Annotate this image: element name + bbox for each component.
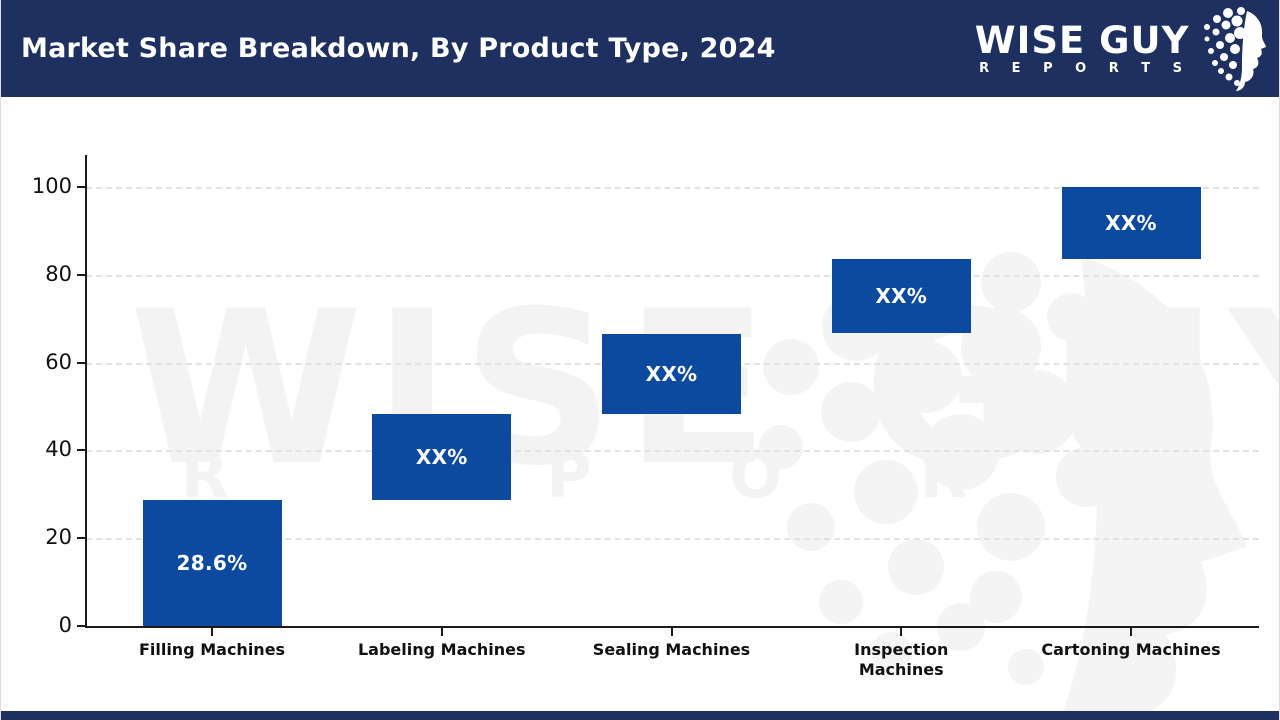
bar-value-label: XX% (415, 445, 468, 470)
footer-bar (1, 711, 1279, 720)
y-tick-60 (77, 361, 86, 364)
y-tick-label-0: 0 (58, 613, 72, 637)
x-tick-label-4: Cartoning Machines (1041, 640, 1221, 659)
gridline-20 (86, 538, 1259, 541)
bar-cartoning-machines: XX% (1061, 187, 1201, 259)
gridline-40 (86, 450, 1259, 453)
x-tick-label-1: Labeling Machines (357, 640, 526, 659)
x-tick-label-0: Filling Machines (138, 640, 286, 659)
bar-sealing-machines: XX% (602, 333, 741, 414)
y-tick-label-60: 60 (45, 349, 72, 374)
x-tick-4 (1130, 628, 1132, 636)
bar-filling-machines: 28.6% (142, 500, 282, 626)
x-tick-2 (670, 628, 673, 636)
x-tick-3 (900, 628, 903, 636)
y-tick-100 (77, 186, 86, 188)
gridline-100 (86, 187, 1259, 189)
page-title: Market Share Breakdown, By Product Type,… (21, 33, 776, 64)
x-tick-label-3: Inspection Machines (854, 640, 949, 679)
bar-value-label: XX% (1105, 211, 1157, 236)
x-tick-1 (440, 628, 443, 636)
y-tick-label-20: 20 (45, 525, 72, 550)
plot-area: WISE GUY R E P O R T S 02040608010028.6%… (1, 97, 1279, 711)
bar-value-label: XX% (875, 284, 928, 309)
y-tick-label-40: 40 (45, 437, 72, 462)
logo-text: WISE GUY R E P O R T S (973, 22, 1191, 76)
bar-labeling-machines: XX% (372, 414, 512, 501)
header-bar: Market Share Breakdown, By Product Type,… (1, 0, 1279, 97)
y-tick-label-80: 80 (45, 261, 72, 286)
x-tick-0 (211, 628, 213, 636)
y-tick-80 (77, 273, 86, 276)
y-tick-0 (77, 625, 86, 627)
wise-guy-reports-logo: WISE GUY R E P O R T S (973, 5, 1279, 93)
y-axis-line (85, 155, 87, 628)
y-tick-20 (77, 537, 86, 540)
logo-subtitle: R E P O R T S (979, 60, 1191, 76)
x-axis-line (85, 626, 1259, 628)
bar-value-label: XX% (645, 361, 698, 386)
bar-inspection-machines: XX% (831, 259, 971, 333)
y-tick-label-100: 100 (31, 174, 72, 198)
y-tick-40 (77, 449, 86, 452)
x-tick-label-2: Sealing Machines (592, 640, 751, 659)
logo-face-icon (1204, 6, 1266, 91)
logo-wordmark: WISE GUY (974, 18, 1190, 62)
bar-value-label: 28.6% (176, 551, 248, 576)
gridline-80 (86, 274, 1259, 277)
